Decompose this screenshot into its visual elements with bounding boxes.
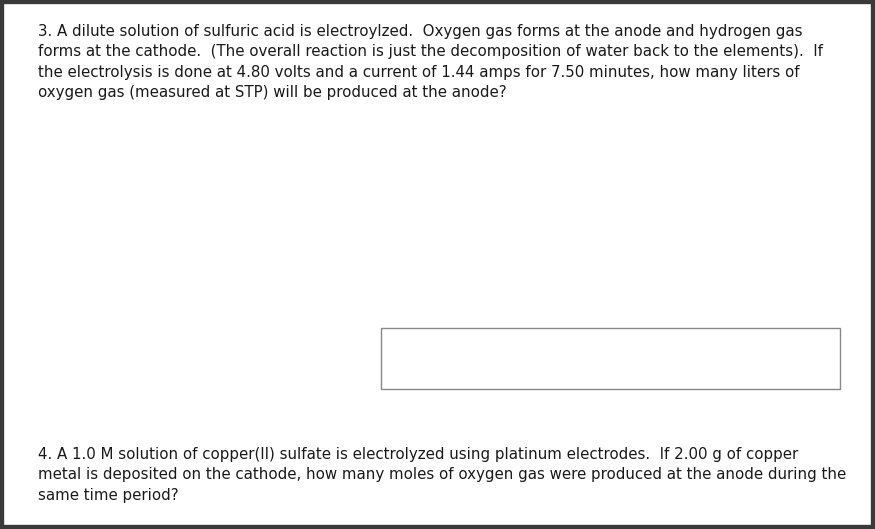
Bar (381, 328, 840, 389)
Text: 4. A 1.0 M solution of copper(II) sulfate is electrolyzed using platinum electro: 4. A 1.0 M solution of copper(II) sulfat… (38, 447, 846, 503)
Text: 3. A dilute solution of sulfuric acid is electroylzed.  Oxygen gas forms at the : 3. A dilute solution of sulfuric acid is… (38, 24, 822, 100)
